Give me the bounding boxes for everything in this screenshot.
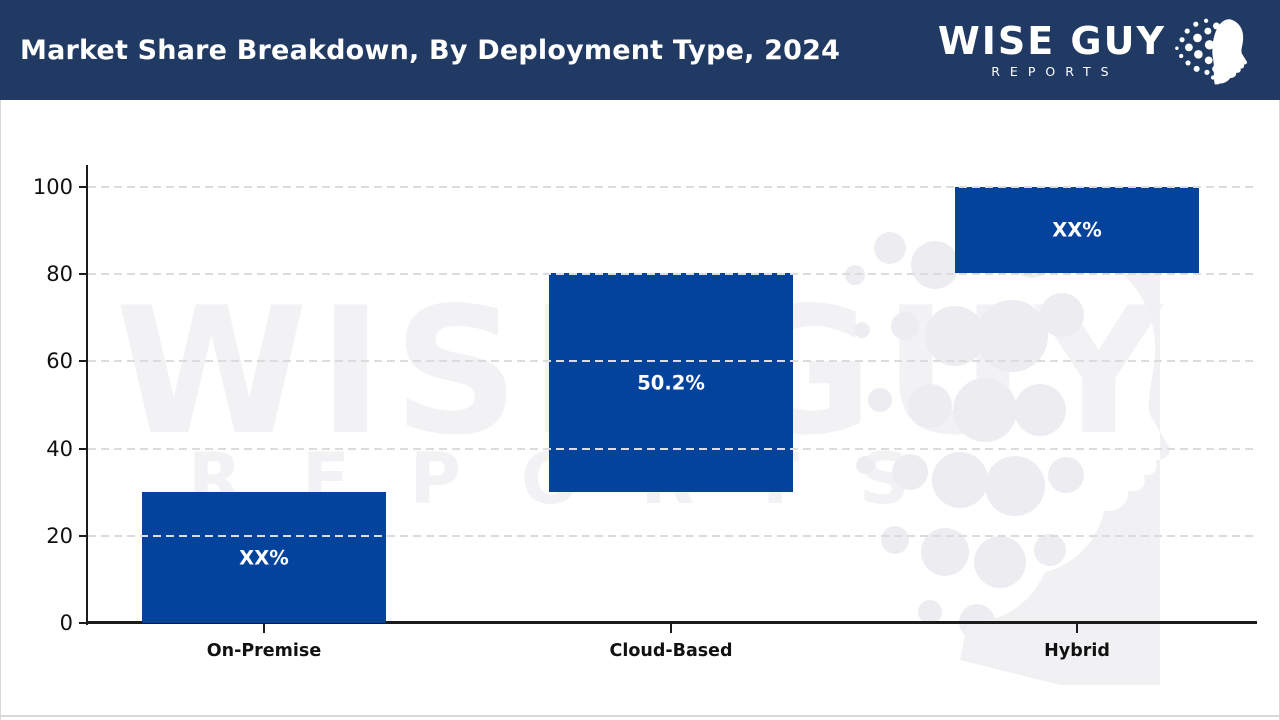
x-axis-label-cloud-based: Cloud-Based [609, 641, 733, 661]
gridline-80 [88, 273, 1255, 276]
y-tick-label-100: 100 [32, 174, 73, 199]
frame-border-left [0, 100, 1, 720]
gridline-20 [88, 534, 1255, 537]
y-tick-label-60: 60 [46, 349, 73, 374]
x-axis-label-on-premise: On-Premise [206, 641, 322, 661]
y-axis-line [86, 165, 88, 625]
wise-guy-reports-logo: WISE GUY REPORTS [938, 10, 1256, 90]
x-tick-mark-hybrid [1076, 623, 1079, 633]
logo-wordmark-line1: WISE GUY [937, 18, 1166, 63]
logo-wordmark: WISE GUY REPORTS [938, 22, 1166, 79]
y-tick-label-80: 80 [46, 262, 73, 287]
plot-area: 0 20 40 60 80 100 XX% On-Premise 50.2% Cloud-Base… [33, 165, 1255, 661]
gridline-40 [88, 447, 1255, 450]
header-bar: Market Share Breakdown, By Deployment Ty… [0, 0, 1280, 100]
bar-value-label-on-premise: XX% [239, 546, 289, 570]
bar-hybrid [955, 186, 1199, 274]
y-tick-mark-0 [79, 622, 88, 624]
bar-value-label-cloud-based: 50.2% [637, 371, 705, 395]
frame-border-bottom [0, 715, 1280, 717]
y-tick-label-20: 20 [46, 523, 73, 548]
bar-cloud-based [549, 273, 793, 493]
logo-face-icon [1175, 18, 1247, 85]
y-tick-mark-40 [79, 447, 88, 450]
x-tick-mark-on-premise [262, 623, 265, 633]
y-tick-mark-80 [79, 273, 88, 276]
chart-title: Market Share Breakdown, By Deployment Ty… [20, 34, 841, 66]
bar-on-premise [142, 492, 386, 623]
bar-value-label-hybrid: XX% [1052, 218, 1102, 242]
gridline-60 [88, 360, 1255, 363]
y-tick-label-0: 0 [59, 611, 73, 635]
watermark-face-profile [960, 250, 1170, 685]
y-tick-mark-20 [79, 534, 88, 537]
y-tick-mark-60 [79, 360, 88, 363]
x-axis-label-hybrid: Hybrid [1044, 641, 1110, 661]
chart-canvas: WISE GUY REPORTS 020406080100XX%On-Premi… [0, 100, 1280, 720]
y-tick-label-40: 40 [46, 436, 73, 461]
y-tick-mark-100 [79, 185, 88, 188]
logo-wordmark-line2: REPORTS [991, 63, 1119, 79]
x-tick-mark-cloud-based [670, 623, 673, 633]
gridline-100 [88, 185, 1255, 188]
x-axis-line [86, 621, 1257, 624]
